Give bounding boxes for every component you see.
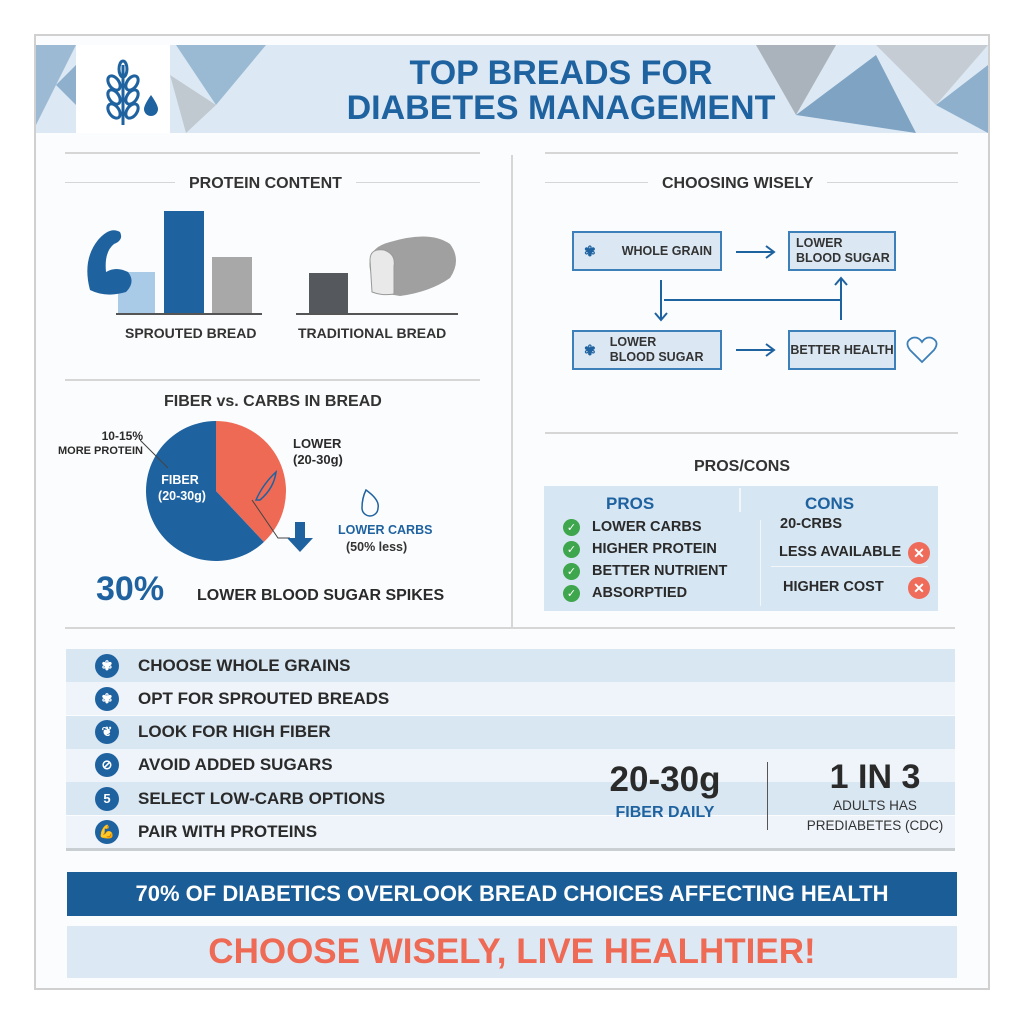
wheat-icon: ✾ — [95, 686, 119, 711]
lower-carbs-amount: (50% less) — [346, 540, 408, 554]
stat-banner: 70% OF DIABETICS OVERLOOK BREAD CHOICES … — [67, 872, 957, 916]
flow-box-lower-blood-sugar-2: ✾ LOWER BLOOD SUGAR — [572, 330, 722, 370]
pro-item: ABSORPTIED — [592, 585, 688, 601]
bar-traditional — [309, 273, 348, 314]
con-item: HIGHER COST — [783, 579, 884, 595]
divider — [65, 152, 480, 154]
pros-header: PROS — [606, 494, 655, 513]
lower-label: LOWER — [293, 436, 342, 451]
lower-carbs-label: LOWER CARBS — [338, 523, 433, 537]
protein-bar-chart — [87, 211, 458, 315]
tip-label: LOOK FOR HIGH FIBER — [138, 722, 331, 742]
tip-label: CHOOSE WHOLE GRAINS — [138, 655, 351, 675]
fiber-slice-amount: (20-30g) — [158, 489, 206, 503]
fiber-pie-chart — [140, 421, 290, 561]
divider — [545, 152, 958, 154]
tip-row: 5 SELECT LOW-CARB OPTIONS — [66, 782, 955, 816]
lower-amount: (20-30g) — [293, 452, 343, 467]
divider — [545, 432, 958, 434]
header-band: TOP BREADS FOR DIABETES MANAGEMENT — [36, 45, 988, 133]
wheat-icon: ✾ — [584, 341, 596, 358]
fiber-title: FIBER vs. CARBS IN BREAD — [164, 393, 382, 410]
traditional-bread-label: TRADITIONAL BREAD — [298, 325, 447, 341]
cons-header: CONS — [805, 494, 855, 513]
prediabetes-label-1: ADULTS HAS — [833, 798, 917, 813]
tip-row: 💪 PAIR WITH PROTEINS — [66, 815, 955, 849]
geometric-pattern — [36, 45, 988, 133]
fiber-daily-value: 20-30g — [609, 760, 721, 799]
divider — [65, 379, 480, 381]
tip-row: ❦ LOOK FOR HIGH FIBER — [66, 715, 955, 749]
heart-icon — [906, 336, 938, 364]
number-5-icon: 5 — [95, 786, 119, 811]
column-divider — [739, 488, 741, 512]
logo-box — [76, 45, 170, 133]
pie-slice — [145, 421, 264, 561]
stat-30-percent: 30% — [96, 570, 165, 608]
prediabetes-label-2: PREDIABETES (CDC) — [806, 818, 944, 833]
divider — [66, 848, 955, 851]
fiber-daily-label: FIBER DAILY — [615, 804, 715, 821]
divider — [771, 566, 928, 567]
footer-slogan: CHOOSE WISELY, LIVE HEALHTIER! — [67, 926, 957, 978]
choosing-title: CHOOSING WISELY — [648, 175, 828, 193]
pro-item: BETTER NUTRIENT — [592, 563, 728, 579]
protein-title: PROTEIN CONTENT — [175, 175, 356, 193]
bicep-icon: 💪 — [95, 820, 119, 844]
fiber-slice-label: FIBER — [161, 473, 199, 487]
no-sugar-icon: ⊘ — [95, 753, 119, 778]
check-icon: ✓ — [563, 563, 580, 580]
stats-divider — [767, 762, 768, 830]
sprouted-bread-label: SPROUTED BREAD — [125, 325, 257, 341]
x-icon: ✕ — [908, 577, 930, 599]
tip-label: PAIR WITH PROTEINS — [138, 822, 318, 841]
wheat-icon: ✾ — [95, 653, 119, 678]
x-icon: ✕ — [908, 542, 930, 564]
protein-note-label: MORE PROTEIN — [58, 445, 143, 457]
wheat-drop-icon — [106, 59, 158, 125]
bar-sprouted-blue — [164, 211, 204, 314]
pro-item: HIGHER PROTEIN — [592, 541, 717, 557]
tip-row: ✾ CHOOSE WHOLE GRAINS — [66, 649, 955, 682]
protein-note-value: 10-15% — [101, 429, 143, 443]
check-icon: ✓ — [563, 585, 580, 602]
page-title-line2: DIABETES MANAGEMENT — [346, 89, 776, 127]
prediabetes-ratio: 1 IN 3 — [829, 758, 921, 796]
flow-box-lower-blood-sugar: LOWER BLOOD SUGAR — [788, 231, 896, 271]
flow-box-better-health: BETTER HEALTH — [788, 330, 896, 370]
column-divider — [760, 520, 761, 606]
wheat-icon: ✾ — [584, 242, 596, 259]
divider — [65, 627, 955, 629]
bar-sprouted-grey — [212, 257, 252, 314]
tip-label: SELECT LOW-CARB OPTIONS — [138, 788, 386, 808]
check-icon: ✓ — [563, 541, 580, 558]
flow-arrows — [654, 245, 938, 364]
drop-icon — [361, 488, 379, 517]
check-icon: ✓ — [563, 519, 580, 536]
vertical-divider — [511, 155, 513, 628]
tip-row: ⊘ AVOID ADDED SUGARS — [66, 748, 955, 782]
pro-item: LOWER CARBS — [592, 519, 702, 535]
bread-loaf-icon — [369, 236, 456, 296]
flexed-bicep-icon — [87, 230, 132, 295]
flow-box-whole-grain: ✾ WHOLE GRAIN — [572, 231, 722, 271]
pie-slice — [216, 421, 286, 543]
tip-label: AVOID ADDED SUGARS — [138, 755, 333, 775]
leaf-icon: ❦ — [95, 720, 119, 745]
down-arrow-icon — [287, 522, 313, 552]
con-item: 20-CRBS — [780, 516, 843, 532]
tip-label: OPT FOR SPROUTED BREADS — [138, 688, 390, 708]
proscons-panel — [544, 486, 938, 611]
stat-30-label: LOWER BLOOD SUGAR SPIKES — [197, 587, 445, 604]
page-title-line1: TOP BREADS FOR — [409, 54, 713, 92]
proscons-title: PROS/CONS — [694, 458, 791, 475]
tip-row: ✾ OPT FOR SPROUTED BREADS — [66, 682, 955, 716]
con-item: LESS AVAILABLE — [779, 544, 902, 560]
